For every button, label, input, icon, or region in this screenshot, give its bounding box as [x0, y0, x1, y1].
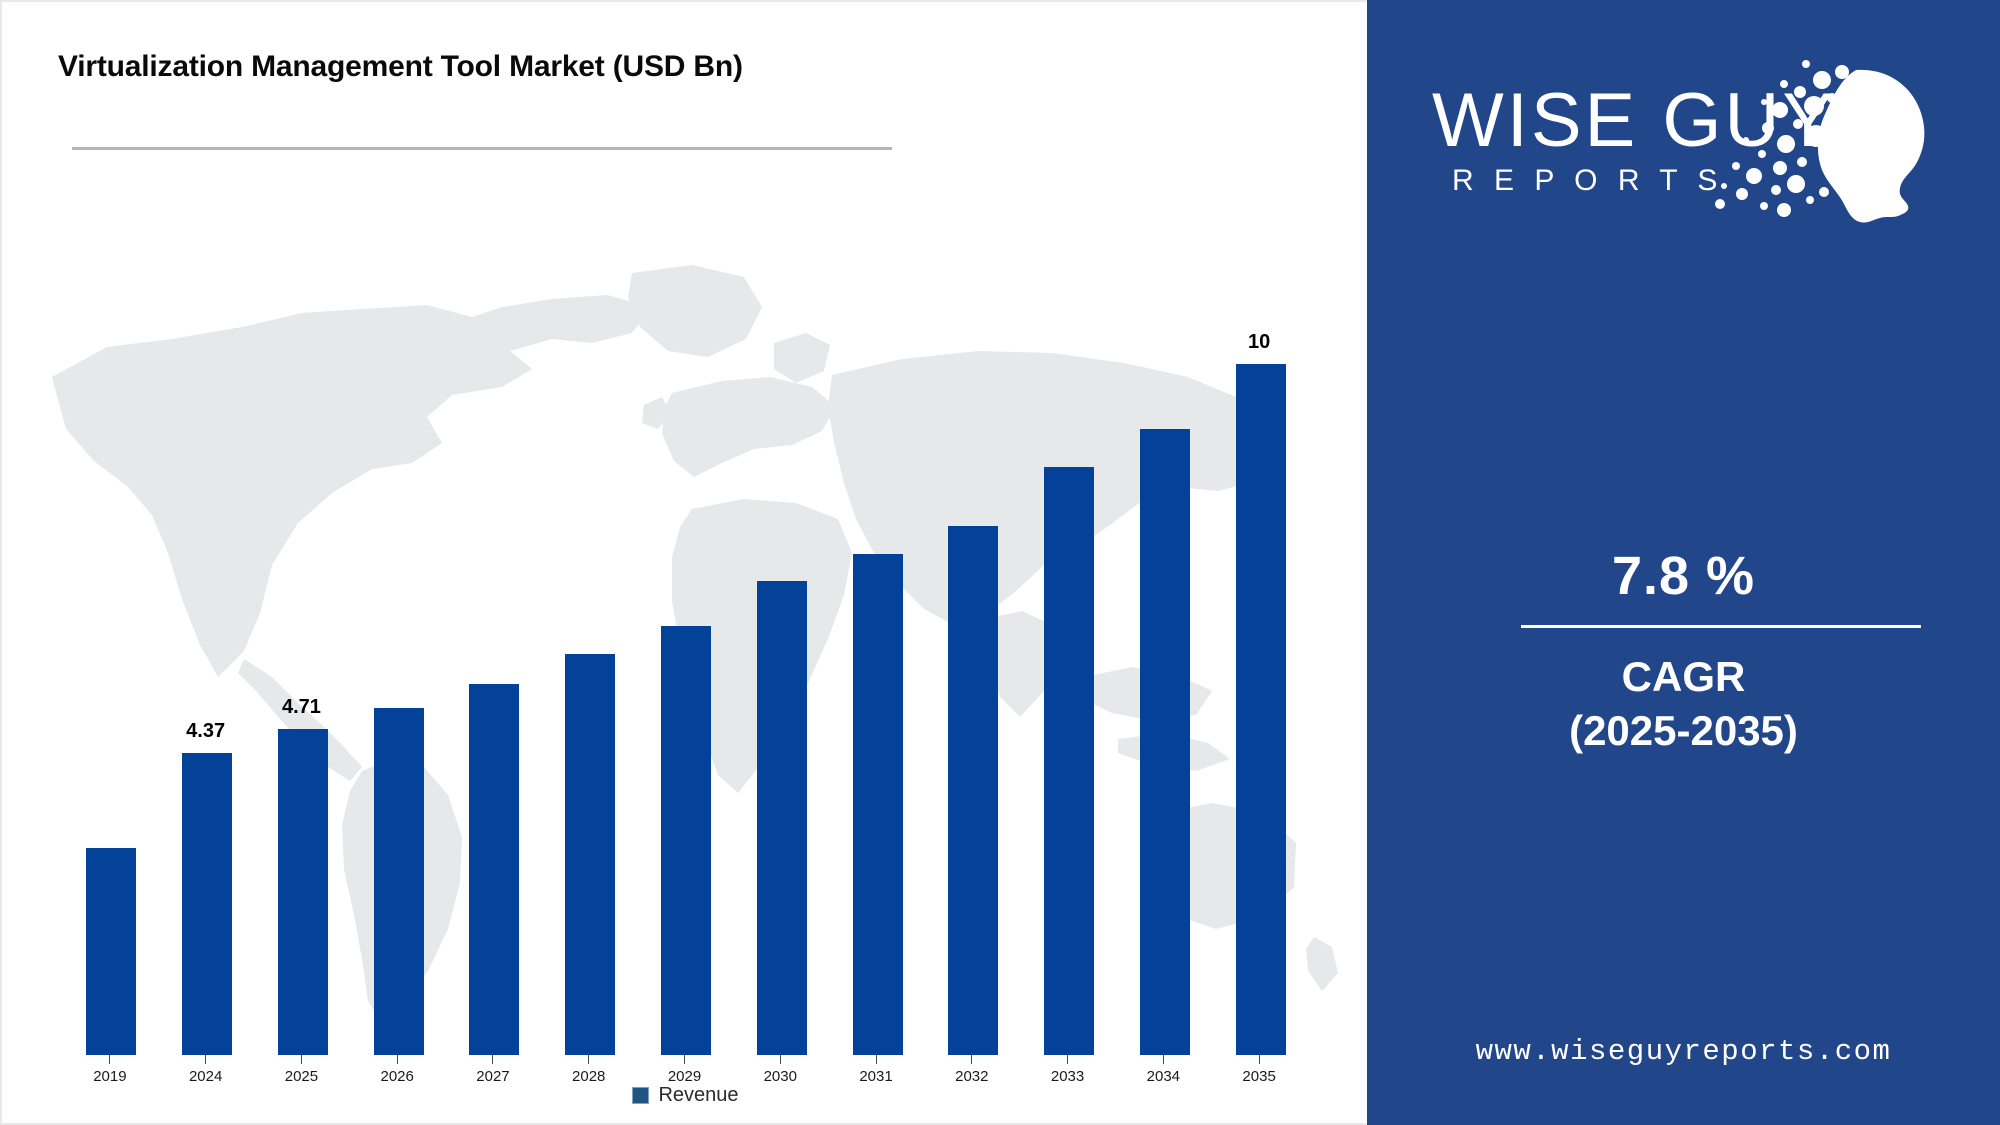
legend-swatch-revenue — [632, 1087, 650, 1104]
bar-2028 — [565, 653, 616, 1055]
tick-label: 2035 — [1242, 1068, 1276, 1085]
brand-panel: WISE GUY R E P O R T S — [1367, 0, 2000, 1125]
bars-layer: 4.37 4.71 10 — [62, 2, 1307, 1055]
x-tick-2028: 2028 — [541, 1055, 636, 1085]
logo-icon: WISE GUY R E P O R T S — [1432, 60, 1924, 223]
tick-mark — [1067, 1055, 1069, 1064]
bar-column — [1020, 2, 1115, 1055]
bar-column — [1116, 2, 1211, 1055]
plot-area: 4.37 4.71 10 2019 2024 2025 2026 2027 2028 2029 2… — [2, 2, 1367, 1123]
tick-label: 2019 — [93, 1068, 127, 1085]
cagr-caption-line2: (2025-2035) — [1569, 706, 1798, 754]
bar-value-label-2025: 4.71 — [281, 696, 321, 719]
chart-title: Virtualization Management Tool Market (U… — [58, 50, 743, 83]
x-tick-2025: 2025 — [254, 1055, 349, 1085]
tick-label: 2033 — [1050, 1068, 1085, 1085]
bar-2026 — [373, 707, 424, 1055]
tick-mark — [875, 1055, 877, 1064]
cagr-caption: CAGR (2025-2035) — [1367, 650, 2000, 758]
bar-column — [445, 2, 540, 1055]
chart-panel: Virtualization Management Tool Market (U… — [0, 0, 1367, 1125]
x-tick-2034: 2034 — [1116, 1055, 1211, 1085]
tick-mark — [205, 1055, 207, 1064]
x-tick-2027: 2027 — [445, 1055, 540, 1085]
bar-2025 — [277, 729, 328, 1055]
x-tick-2033: 2033 — [1020, 1055, 1115, 1085]
bar-2034 — [1139, 429, 1190, 1055]
tick-mark — [109, 1055, 111, 1064]
tick-label: 2032 — [955, 1068, 989, 1085]
tick-mark — [492, 1055, 494, 1064]
bar-value-label-2024: 4.37 — [186, 719, 226, 742]
x-tick-2031: 2031 — [829, 1055, 924, 1085]
cagr-value: 7.8 % — [1611, 546, 1756, 606]
bar-2024 — [182, 752, 233, 1055]
tick-mark — [1258, 1055, 1260, 1064]
bar-2019 — [86, 848, 137, 1055]
x-axis-ticks: 2019 2024 2025 2026 2027 2028 2029 2030 2031 2032… — [62, 1055, 1307, 1095]
tick-label: 2031 — [859, 1068, 893, 1085]
bar-2027 — [469, 683, 520, 1055]
bar-2029 — [661, 625, 711, 1055]
bar-column — [924, 2, 1019, 1055]
wiseguyreports-logo: WISE GUY R E P O R T S — [1367, 58, 2000, 228]
cagr-caption-line1: CAGR — [1621, 653, 1746, 700]
tick-mark — [684, 1055, 685, 1064]
bar-column: 10 — [1212, 2, 1307, 1055]
tick-label: 2028 — [572, 1068, 606, 1085]
tick-mark — [971, 1055, 973, 1064]
tick-label: 2026 — [380, 1068, 414, 1085]
cagr-divider — [1521, 625, 1921, 628]
bar-2033 — [1044, 466, 1095, 1055]
bar-column — [350, 2, 445, 1055]
tick-mark — [779, 1055, 781, 1064]
bar-column — [541, 2, 636, 1055]
x-tick-2024: 2024 — [158, 1055, 253, 1085]
svg-text:WISE GUY: WISE GUY — [1432, 78, 1836, 163]
bar-column — [733, 2, 828, 1055]
x-tick-2035: 2035 — [1212, 1055, 1307, 1085]
tick-mark — [588, 1055, 590, 1064]
tick-label: 2027 — [476, 1068, 510, 1085]
chart-legend: Revenue — [2, 1084, 1367, 1107]
tick-mark — [300, 1055, 302, 1064]
legend-label-revenue: Revenue — [658, 1084, 739, 1106]
bar-2031 — [852, 553, 903, 1055]
bar-column — [62, 2, 157, 1055]
bar-2035 — [1235, 363, 1286, 1055]
x-tick-2026: 2026 — [350, 1055, 445, 1085]
title-divider — [72, 147, 892, 150]
website-url: www.wiseguyreports.com — [1475, 1035, 1892, 1068]
tick-label: 2025 — [284, 1068, 319, 1085]
bar-column — [637, 2, 732, 1055]
bar-value-label-2035: 10 — [1247, 330, 1271, 353]
bar-column: 4.71 — [254, 2, 349, 1055]
bar-2032 — [948, 526, 999, 1055]
tick-mark — [1162, 1055, 1164, 1064]
bar-column — [829, 2, 924, 1055]
tick-label: 2030 — [763, 1068, 797, 1085]
x-tick-2032: 2032 — [924, 1055, 1019, 1085]
x-tick-2030: 2030 — [733, 1055, 828, 1085]
tick-label: 2024 — [188, 1068, 223, 1085]
tick-mark — [396, 1055, 398, 1064]
tick-label: 2029 — [667, 1068, 702, 1085]
tick-label: 2034 — [1146, 1068, 1181, 1085]
svg-text:R E P O R T S: R E P O R T S — [1452, 164, 1723, 197]
bar-column: 4.37 — [158, 2, 253, 1055]
x-tick-2019: 2019 — [62, 1055, 157, 1085]
bar-2030 — [756, 581, 807, 1055]
x-tick-2029: 2029 — [637, 1055, 732, 1085]
